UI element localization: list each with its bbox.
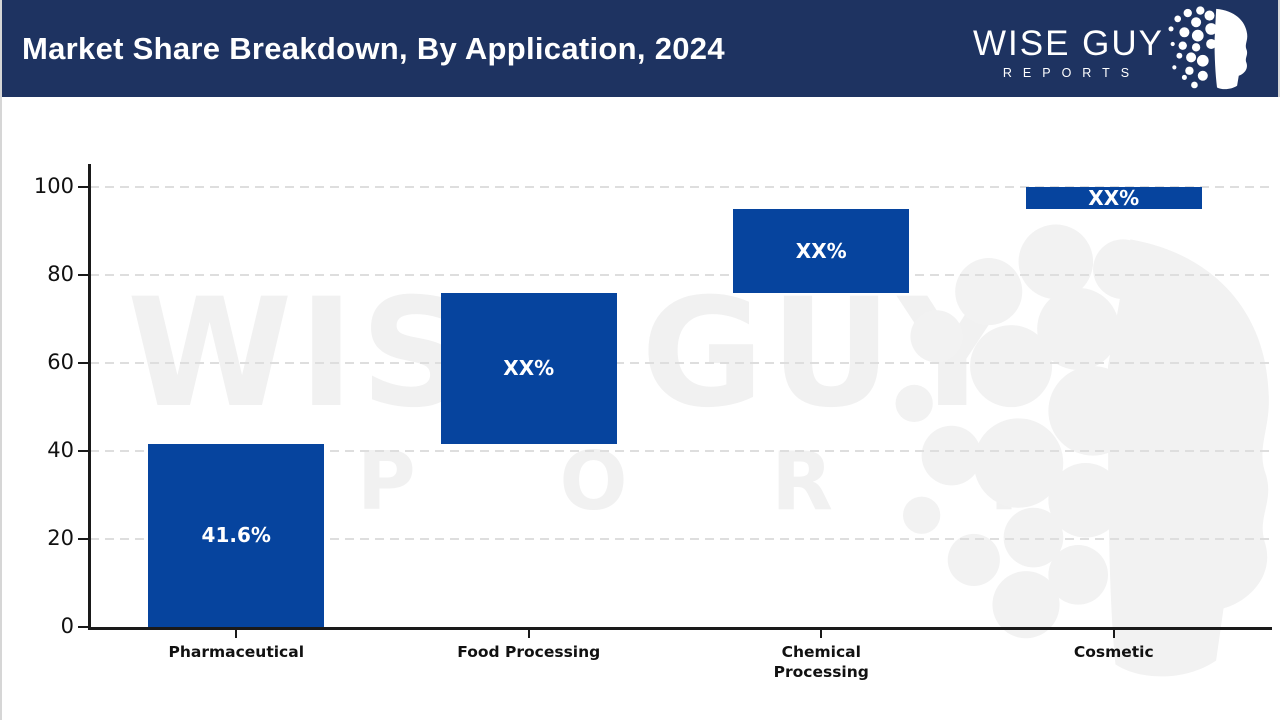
y-tick-label-40: 40: [47, 438, 74, 462]
category-label-3: Cosmetic: [1073, 643, 1154, 661]
bar-chemical-processing: XX%: [733, 209, 910, 293]
y-tick-0: [78, 626, 88, 628]
y-axis-line: [88, 164, 91, 630]
category-label-2: Chemical Processing: [773, 643, 869, 682]
bar-food-processing: XX%: [440, 292, 617, 444]
x-tick-3: [1112, 630, 1115, 638]
y-tick-40: [78, 450, 88, 452]
bar-value-label: XX%: [1088, 186, 1140, 210]
y-tick-label-100: 100: [33, 174, 74, 198]
y-tick-label-60: 60: [47, 350, 74, 374]
y-tick-80: [78, 274, 88, 276]
x-tick-0: [235, 630, 238, 638]
y-tick-label-20: 20: [47, 526, 74, 550]
bar-value-label: 41.6%: [201, 523, 271, 548]
y-tick-20: [78, 538, 88, 540]
x-axis-line: [88, 627, 1272, 630]
gridline-80: [90, 274, 1272, 276]
gridline-40: [90, 450, 1272, 452]
gridline-100: [90, 186, 1272, 188]
y-tick-100: [78, 186, 88, 188]
gridline-60: [90, 362, 1272, 364]
y-tick-label-80: 80: [47, 262, 74, 286]
bar-value-label: XX%: [795, 238, 847, 263]
category-label-1: Food Processing: [457, 643, 601, 661]
header-banner: Market Share Breakdown, By Application, …: [2, 0, 1278, 97]
bar-pharmaceutical: 41.6%: [148, 443, 325, 627]
logo-subtitle: REPORTS: [1002, 65, 1141, 80]
chart-title: Market Share Breakdown, By Application, …: [22, 30, 725, 66]
dotted-head-logo-icon: [1168, 5, 1248, 89]
y-tick-60: [78, 362, 88, 364]
x-tick-1: [527, 630, 530, 638]
bar-value-label: XX%: [503, 356, 555, 381]
logo-text: WISE GUY REPORTS: [973, 24, 1164, 80]
wise-guy-reports-logo: WISE GUY REPORTS: [973, 5, 1258, 92]
category-label-0: Pharmaceutical: [168, 643, 305, 661]
y-tick-label-0: 0: [60, 614, 74, 638]
gridline-20: [90, 538, 1272, 540]
logo-wordmark: WISE GUY: [972, 23, 1164, 63]
watermark-head-icon: [895, 224, 1269, 677]
bar-cosmetic: XX%: [1025, 186, 1202, 210]
plot-area: WISE GUY P O R T S 0 20 40 60 80 100 41.6% Phar…: [2, 97, 1280, 720]
x-tick-2: [820, 630, 823, 638]
